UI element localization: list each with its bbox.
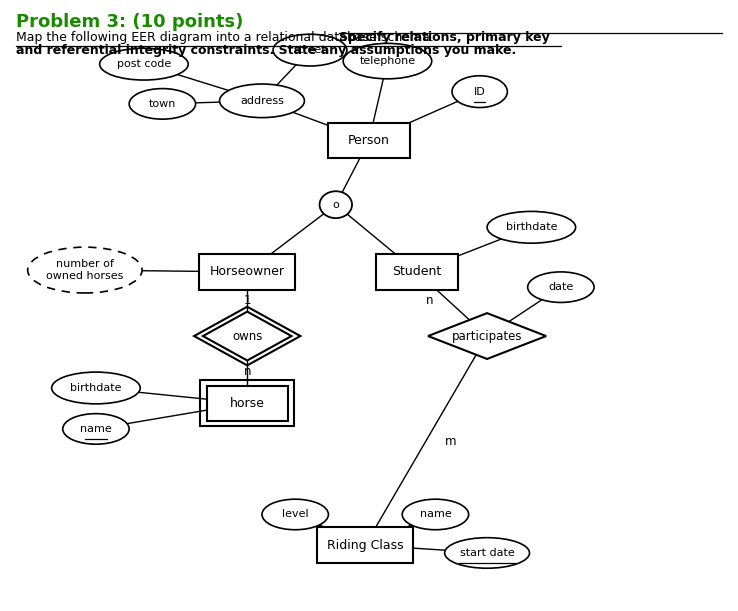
Ellipse shape (487, 211, 576, 243)
Text: ID: ID (474, 87, 486, 97)
Text: Horseowner: Horseowner (210, 265, 285, 279)
Text: address: address (240, 96, 284, 106)
Text: street: street (294, 45, 326, 55)
Text: birthdate: birthdate (506, 222, 557, 232)
Text: birthdate: birthdate (70, 383, 122, 393)
Ellipse shape (452, 76, 508, 108)
FancyBboxPatch shape (328, 123, 410, 158)
Text: telephone: telephone (359, 56, 415, 66)
Ellipse shape (129, 89, 196, 119)
Text: and referential integrity constraints. State any assumptions you make.: and referential integrity constraints. S… (16, 44, 517, 57)
Polygon shape (203, 312, 292, 360)
FancyBboxPatch shape (199, 254, 295, 290)
Text: level: level (282, 510, 308, 519)
Text: Student: Student (393, 265, 441, 279)
Text: n: n (244, 365, 251, 378)
Text: start date: start date (460, 548, 514, 558)
Ellipse shape (28, 247, 142, 293)
Ellipse shape (402, 499, 469, 530)
Ellipse shape (262, 499, 328, 530)
Text: m: m (444, 434, 456, 448)
Text: name: name (80, 424, 112, 434)
Ellipse shape (63, 414, 129, 444)
Text: Person: Person (348, 134, 390, 147)
Ellipse shape (273, 34, 347, 66)
Text: owns: owns (232, 329, 263, 343)
Text: 1: 1 (244, 294, 251, 307)
Text: number of
owned horses: number of owned horses (46, 259, 123, 281)
Text: post code: post code (117, 59, 171, 69)
Text: horse: horse (230, 397, 265, 410)
Ellipse shape (220, 84, 305, 117)
Ellipse shape (528, 272, 594, 302)
FancyBboxPatch shape (317, 527, 413, 563)
Text: town: town (148, 99, 176, 109)
Circle shape (320, 191, 352, 218)
Ellipse shape (444, 538, 530, 568)
FancyBboxPatch shape (376, 254, 458, 290)
Text: Specify relations, primary key: Specify relations, primary key (339, 31, 551, 43)
FancyBboxPatch shape (207, 386, 288, 421)
Polygon shape (428, 313, 546, 359)
Text: name: name (419, 510, 452, 519)
Text: Riding Class: Riding Class (327, 538, 404, 552)
Text: o: o (332, 200, 339, 210)
Text: date: date (548, 282, 573, 292)
Text: Problem 3: (10 points): Problem 3: (10 points) (16, 13, 244, 31)
Ellipse shape (52, 372, 140, 404)
Text: participates: participates (452, 329, 523, 343)
Ellipse shape (343, 43, 432, 79)
Text: n: n (426, 294, 433, 307)
Ellipse shape (100, 48, 188, 80)
Text: Map the following EER diagram into a relational database schema.: Map the following EER diagram into a rel… (16, 31, 442, 43)
